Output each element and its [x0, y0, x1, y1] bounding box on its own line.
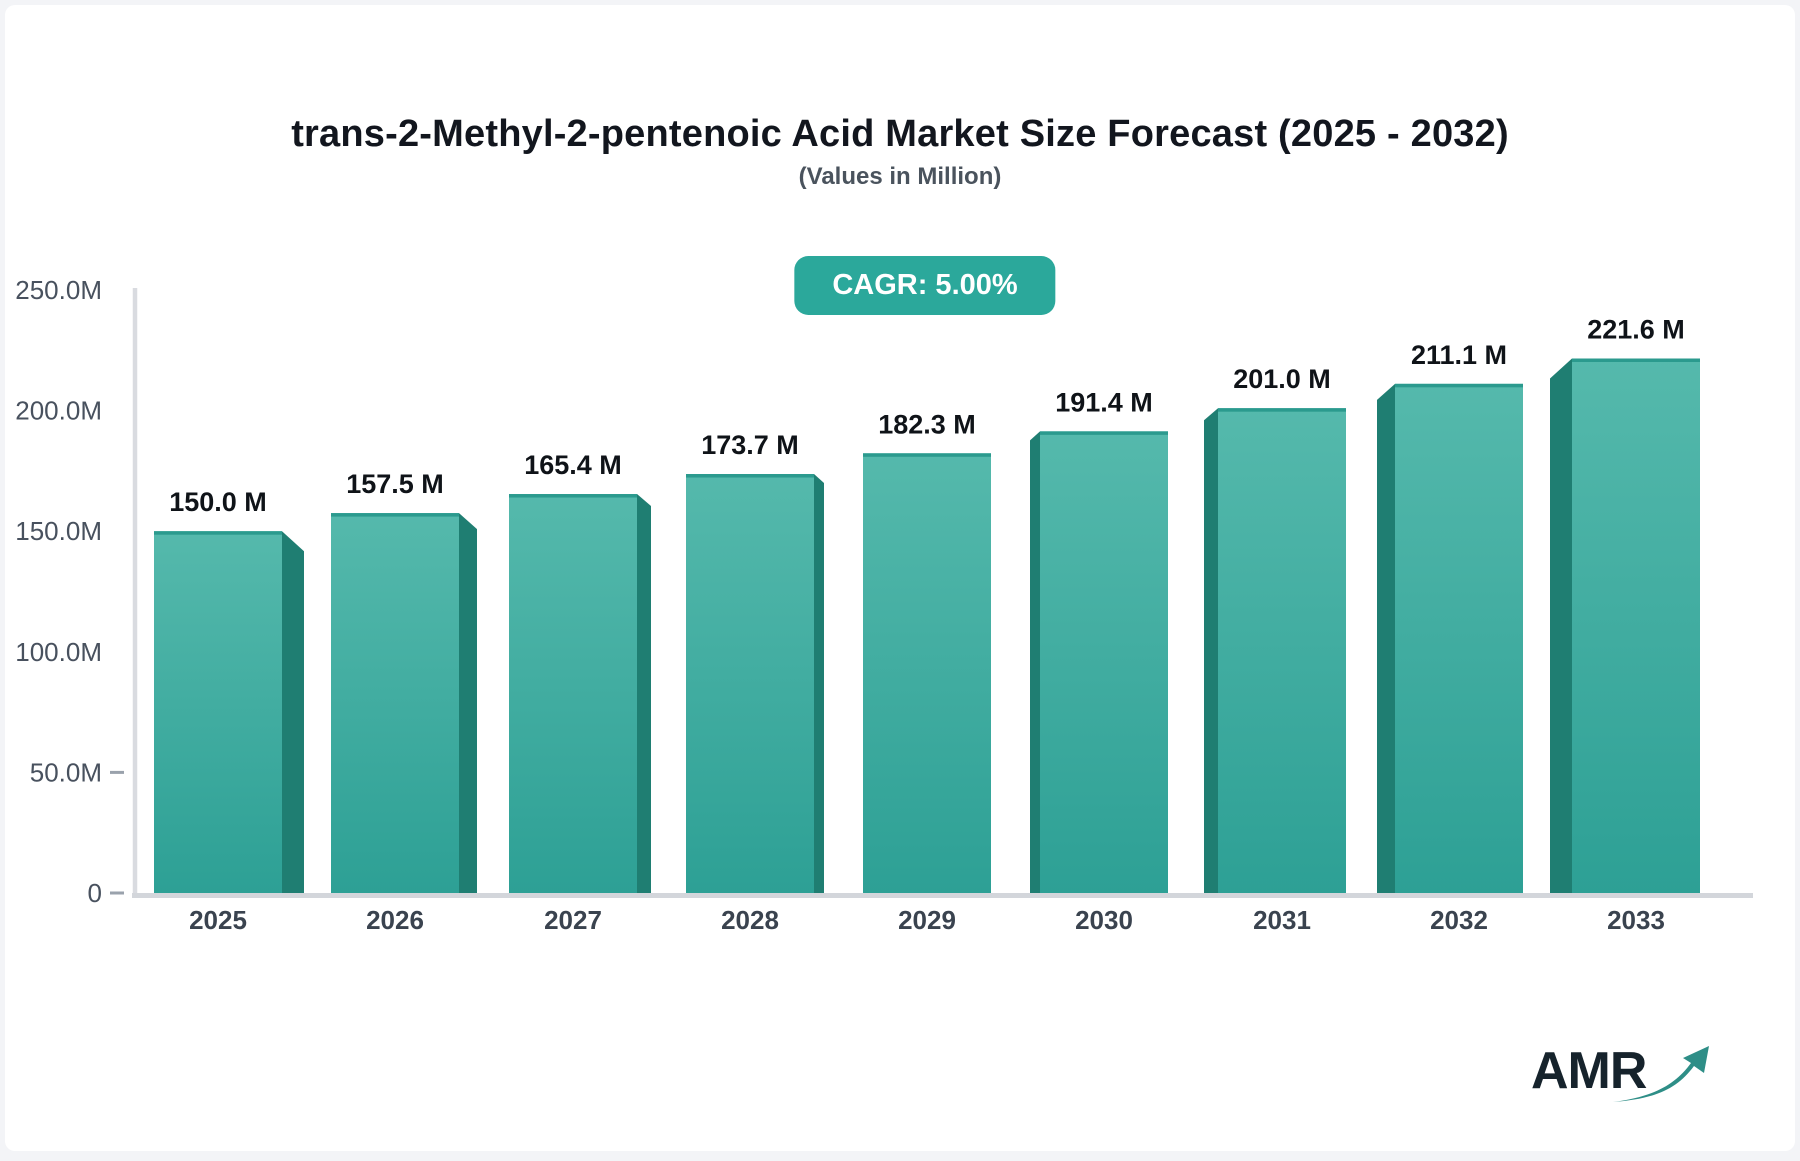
x-tick-label-2025: 2025: [189, 905, 247, 935]
bar-2029-top-edge: [863, 453, 991, 457]
x-tick-label-2027: 2027: [544, 905, 602, 935]
x-tick-label-2033: 2033: [1607, 905, 1665, 935]
bar-2027: [509, 494, 637, 893]
bar-value-label-2032: 211.1 M: [1411, 340, 1507, 370]
bar-2030: [1040, 431, 1168, 893]
bar-2032-top-edge: [1395, 383, 1523, 388]
bar-2032-side-face: [1377, 383, 1395, 893]
bar-2025: [154, 531, 282, 893]
bar-2033-side-face: [1550, 358, 1572, 893]
bar-2025-top-edge: [154, 531, 282, 535]
bar-value-label-2025: 150.0 M: [169, 487, 267, 517]
bar-2028: [686, 474, 814, 893]
bar-2026-top-edge: [331, 513, 459, 517]
bar-2028-top-edge: [686, 474, 814, 478]
bar-value-label-2027: 165.4 M: [524, 450, 622, 480]
bar-value-label-2031: 201.0 M: [1233, 364, 1331, 394]
bar-2027-side-face: [637, 494, 651, 893]
chart-card: trans-2-Methyl-2-pentenoic Acid Market S…: [5, 5, 1795, 1151]
bar-2033-top-edge: [1572, 358, 1700, 363]
bar-2026-side-face: [459, 513, 477, 893]
bar-chart: 250.0M 200.0M 150.0M 100.0M 50.0M 0 150.0 M 202…: [15, 275, 1753, 935]
bar-2030-top-edge: [1040, 431, 1168, 435]
bar-value-label-2033: 221.6 M: [1587, 315, 1685, 345]
bar-value-label-2028: 173.7 M: [701, 430, 799, 460]
bar-2033: [1572, 358, 1700, 893]
bar-value-label-2029: 182.3 M: [878, 409, 976, 439]
bar-2025-side-face: [282, 531, 304, 893]
bar-2032: [1395, 383, 1523, 893]
y-tick-label-0: 0: [88, 878, 102, 908]
x-tick-label-2030: 2030: [1075, 905, 1133, 935]
bar-2027-top-edge: [509, 494, 637, 498]
bar-2029: [863, 453, 991, 893]
bar-value-label-2030: 191.4 M: [1055, 387, 1153, 417]
bar-2031: [1218, 408, 1346, 893]
x-tick-label-2032: 2032: [1430, 905, 1488, 935]
amr-logo-text: AMR: [1531, 1042, 1647, 1100]
y-tick-label-250.0M: 250.0M: [15, 275, 102, 305]
x-tick-label-2029: 2029: [898, 905, 956, 935]
amr-logo-arrow-icon: [1613, 1046, 1709, 1102]
bar-2031-side-face: [1204, 408, 1218, 893]
bar-value-label-2026: 157.5 M: [346, 469, 444, 499]
y-tick-label-150.0M: 150.0M: [15, 516, 102, 546]
y-tick-label-50.0M: 50.0M: [30, 757, 102, 787]
chart-title: trans-2-Methyl-2-pentenoic Acid Market S…: [291, 113, 1509, 155]
bar-2026: [331, 513, 459, 893]
x-tick-label-2026: 2026: [366, 905, 424, 935]
y-tick-label-100.0M: 100.0M: [15, 637, 102, 667]
bar-2031-top-edge: [1218, 408, 1346, 412]
x-tick-label-2031: 2031: [1253, 905, 1311, 935]
cagr-badge: CAGR: 5.00%: [794, 256, 1056, 315]
bar-2028-side-face: [814, 474, 824, 893]
amr-logo: AMR: [1531, 1042, 1709, 1102]
chart-subtitle: (Values in Million): [798, 163, 1002, 190]
y-tick-label-200.0M: 200.0M: [15, 396, 102, 426]
bar-2030-side-face: [1030, 431, 1040, 893]
x-tick-label-2028: 2028: [721, 905, 779, 935]
